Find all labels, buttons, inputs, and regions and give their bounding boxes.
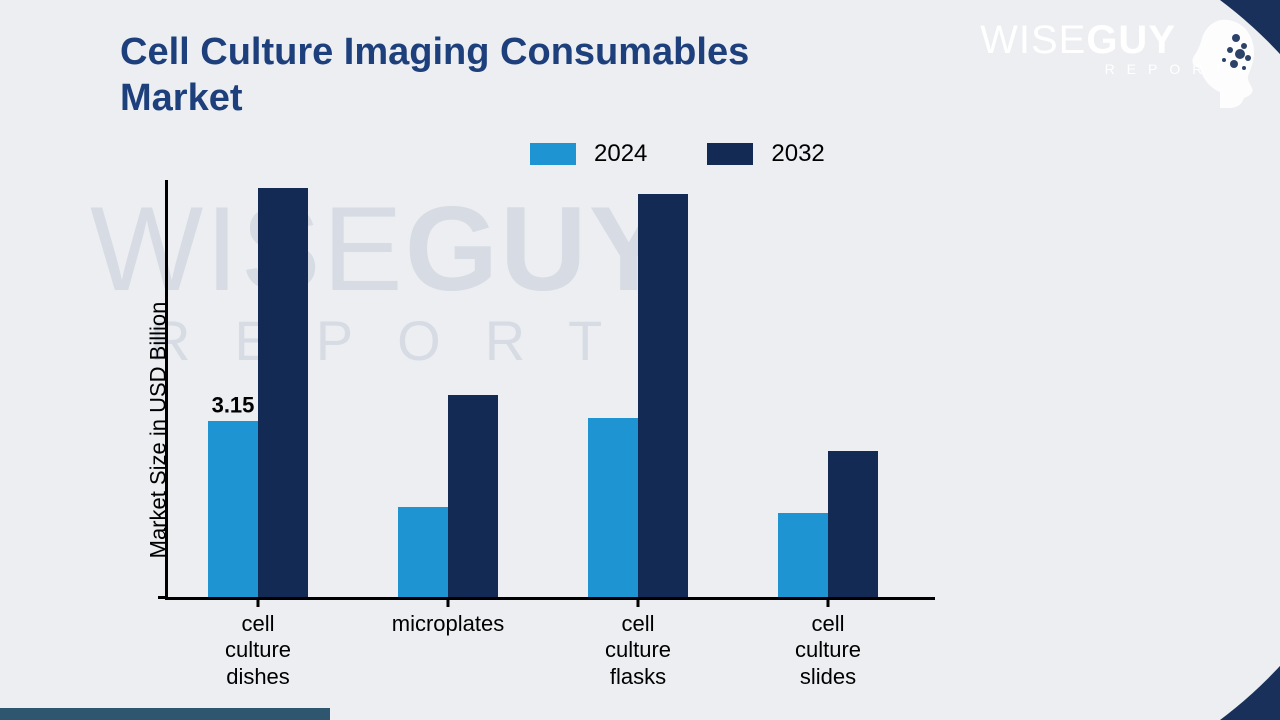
brand-logo: WISEGUY REPORTS	[980, 18, 1260, 77]
infographic-canvas: WISEGUY REPORTS WISEGUY REPORTS Cell Cul…	[0, 0, 1280, 720]
bar-2032	[828, 451, 878, 597]
category-label: cellculturedishes	[178, 597, 338, 690]
logo-guy: GUY	[1086, 18, 1176, 62]
bar-2032	[258, 188, 308, 597]
bar-2032	[638, 194, 688, 597]
logo-wise: WISE	[980, 18, 1086, 62]
legend-swatch-2032	[707, 143, 753, 165]
bar-value-label: 3.15	[212, 392, 255, 418]
plot-region: 3.15cellculturedishesmicroplatescellcult…	[165, 180, 935, 600]
category-label: cellcultureflasks	[558, 597, 718, 690]
category-label: microplates	[368, 597, 528, 637]
y-origin-tick	[158, 596, 168, 599]
chart-area: Market Size in USD Billion 2024 2032 3.1…	[70, 160, 950, 700]
head-silhouette-icon	[1180, 18, 1260, 108]
legend-item-2024: 2024	[530, 140, 647, 168]
legend-swatch-2024	[530, 143, 576, 165]
legend-label-2024: 2024	[594, 140, 647, 168]
bar-2024	[778, 513, 828, 597]
legend-item-2032: 2032	[707, 140, 824, 168]
category-label: cellcultureslides	[748, 597, 908, 690]
bar-2024	[398, 507, 448, 597]
bar-2024: 3.15	[208, 421, 258, 597]
chart-title: Cell Culture Imaging Consumables Market	[120, 30, 820, 121]
bar-2024	[588, 418, 638, 597]
bar-2032	[448, 395, 498, 597]
bottom-stripe	[0, 708, 330, 720]
right-brand-panel	[950, 0, 1280, 720]
legend-label-2032: 2032	[771, 140, 824, 168]
legend: 2024 2032	[530, 140, 825, 168]
